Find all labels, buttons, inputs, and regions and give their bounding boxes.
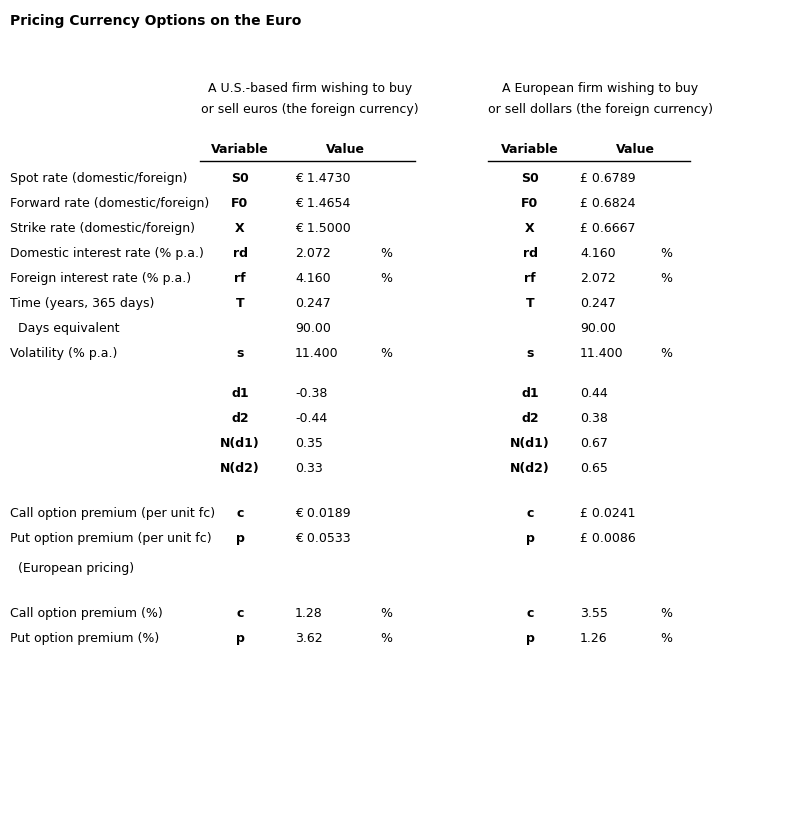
Text: %: %: [660, 272, 672, 285]
Text: rf: rf: [524, 272, 536, 285]
Text: Foreign interest rate (% p.a.): Foreign interest rate (% p.a.): [10, 272, 191, 285]
Text: c: c: [236, 607, 244, 620]
Text: S0: S0: [231, 172, 249, 185]
Text: %: %: [380, 347, 392, 360]
Text: € 1.5000: € 1.5000: [295, 222, 351, 235]
Text: 4.160: 4.160: [295, 272, 331, 285]
Text: %: %: [380, 607, 392, 620]
Text: F0: F0: [521, 197, 538, 210]
Text: 0.38: 0.38: [580, 412, 608, 425]
Text: rf: rf: [235, 272, 246, 285]
Text: Call option premium (per unit fc): Call option premium (per unit fc): [10, 507, 215, 520]
Text: or sell euros (the foreign currency): or sell euros (the foreign currency): [201, 103, 419, 116]
Text: 0.67: 0.67: [580, 437, 608, 450]
Text: c: c: [527, 607, 534, 620]
Text: 0.35: 0.35: [295, 437, 323, 450]
Text: X: X: [525, 222, 535, 235]
Text: N(d2): N(d2): [220, 462, 260, 475]
Text: Call option premium (%): Call option premium (%): [10, 607, 163, 620]
Text: d1: d1: [231, 387, 249, 400]
Text: € 0.0189: € 0.0189: [295, 507, 351, 520]
Text: Put option premium (%): Put option premium (%): [10, 632, 159, 645]
Text: %: %: [660, 347, 672, 360]
Text: £ 0.6667: £ 0.6667: [580, 222, 635, 235]
Text: Variable: Variable: [501, 143, 559, 156]
Text: d2: d2: [521, 412, 539, 425]
Text: € 0.0533: € 0.0533: [295, 532, 351, 545]
Text: 0.247: 0.247: [295, 297, 331, 310]
Text: Forward rate (domestic/foreign): Forward rate (domestic/foreign): [10, 197, 209, 210]
Text: S0: S0: [521, 172, 539, 185]
Text: Pricing Currency Options on the Euro: Pricing Currency Options on the Euro: [10, 14, 301, 28]
Text: p: p: [526, 632, 534, 645]
Text: 0.247: 0.247: [580, 297, 615, 310]
Text: p: p: [526, 532, 534, 545]
Text: Spot rate (domestic/foreign): Spot rate (domestic/foreign): [10, 172, 187, 185]
Text: 2.072: 2.072: [295, 247, 331, 260]
Text: £ 0.0241: £ 0.0241: [580, 507, 635, 520]
Text: 0.33: 0.33: [295, 462, 323, 475]
Text: c: c: [527, 507, 534, 520]
Text: Put option premium (per unit fc): Put option premium (per unit fc): [10, 532, 212, 545]
Text: N(d2): N(d2): [510, 462, 550, 475]
Text: c: c: [236, 507, 244, 520]
Text: A U.S.-based firm wishing to buy: A U.S.-based firm wishing to buy: [208, 82, 412, 95]
Text: 3.55: 3.55: [580, 607, 608, 620]
Text: 4.160: 4.160: [580, 247, 615, 260]
Text: -0.44: -0.44: [295, 412, 327, 425]
Text: N(d1): N(d1): [220, 437, 260, 450]
Text: (European pricing): (European pricing): [10, 562, 134, 575]
Text: Variable: Variable: [211, 143, 269, 156]
Text: 1.26: 1.26: [580, 632, 608, 645]
Text: Time (years, 365 days): Time (years, 365 days): [10, 297, 154, 310]
Text: 11.400: 11.400: [295, 347, 338, 360]
Text: £ 0.6824: £ 0.6824: [580, 197, 635, 210]
Text: Value: Value: [326, 143, 364, 156]
Text: %: %: [660, 632, 672, 645]
Text: rd: rd: [232, 247, 247, 260]
Text: %: %: [380, 632, 392, 645]
Text: T: T: [235, 297, 244, 310]
Text: N(d1): N(d1): [510, 437, 550, 450]
Text: d1: d1: [521, 387, 539, 400]
Text: A European firm wishing to buy: A European firm wishing to buy: [502, 82, 698, 95]
Text: s: s: [236, 347, 244, 360]
Text: %: %: [380, 272, 392, 285]
Text: € 1.4730: € 1.4730: [295, 172, 350, 185]
Text: Days equivalent: Days equivalent: [10, 322, 120, 335]
Text: Domestic interest rate (% p.a.): Domestic interest rate (% p.a.): [10, 247, 204, 260]
Text: %: %: [660, 607, 672, 620]
Text: 90.00: 90.00: [295, 322, 331, 335]
Text: Strike rate (domestic/foreign): Strike rate (domestic/foreign): [10, 222, 195, 235]
Text: s: s: [527, 347, 534, 360]
Text: 0.65: 0.65: [580, 462, 608, 475]
Text: p: p: [235, 532, 245, 545]
Text: %: %: [660, 247, 672, 260]
Text: 1.28: 1.28: [295, 607, 323, 620]
Text: d2: d2: [231, 412, 249, 425]
Text: £ 0.0086: £ 0.0086: [580, 532, 636, 545]
Text: 90.00: 90.00: [580, 322, 616, 335]
Text: Volatility (% p.a.): Volatility (% p.a.): [10, 347, 117, 360]
Text: p: p: [235, 632, 245, 645]
Text: rd: rd: [523, 247, 538, 260]
Text: or sell dollars (the foreign currency): or sell dollars (the foreign currency): [487, 103, 712, 116]
Text: T: T: [526, 297, 534, 310]
Text: X: X: [235, 222, 245, 235]
Text: %: %: [380, 247, 392, 260]
Text: 2.072: 2.072: [580, 272, 615, 285]
Text: 11.400: 11.400: [580, 347, 623, 360]
Text: -0.38: -0.38: [295, 387, 327, 400]
Text: 3.62: 3.62: [295, 632, 323, 645]
Text: Value: Value: [615, 143, 655, 156]
Text: F0: F0: [231, 197, 249, 210]
Text: £ 0.6789: £ 0.6789: [580, 172, 636, 185]
Text: 0.44: 0.44: [580, 387, 608, 400]
Text: € 1.4654: € 1.4654: [295, 197, 350, 210]
